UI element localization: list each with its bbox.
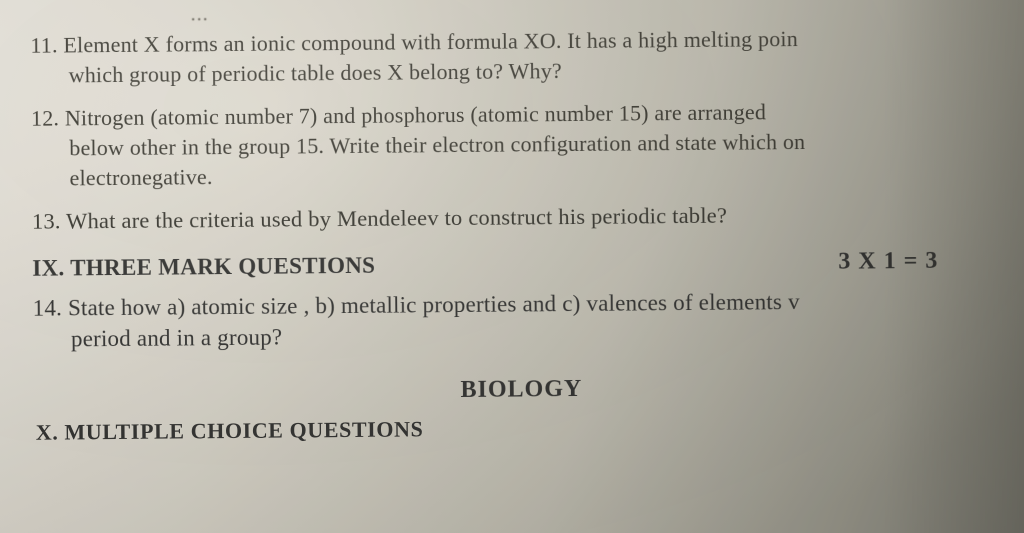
subject-heading: BIOLOGY [33, 372, 1009, 408]
section-marks: 3 X 1 = 3 [838, 248, 938, 276]
question-number: 13. [32, 209, 61, 234]
question-number: 11. [30, 32, 58, 57]
question-text-line2: which group of periodic table does X bel… [31, 52, 1007, 90]
question-11: 11. Element X forms an ionic compound wi… [30, 22, 1006, 90]
question-number: 12. [31, 106, 59, 131]
section-heading-x: X. MULTIPLE CHOICE QUESTIONS [34, 411, 1010, 446]
question-text-line1: What are the criteria used by Mendeleev … [66, 203, 727, 234]
exam-page: … 11. Element X forms an ionic compound … [0, 0, 1024, 446]
section-heading-ix: IX. THREE MARK QUESTIONS 3 X 1 = 3 [32, 247, 1008, 283]
question-text-line1: State how a) atomic size , b) metallic p… [68, 289, 800, 320]
question-14: 14. State how a) atomic size , b) metall… [33, 284, 1010, 355]
question-12: 12. Nitrogen (atomic number 7) and phosp… [31, 96, 1008, 194]
section-title: IX. THREE MARK QUESTIONS [32, 253, 375, 282]
question-text-line1: Nitrogen (atomic number 7) and phosphoru… [65, 100, 766, 131]
question-text-line1: Element X forms an ionic compound with f… [63, 26, 798, 57]
question-text-line2: period and in a group? [33, 315, 1009, 355]
question-number: 14. [33, 295, 63, 320]
question-13: 13. What are the criteria used by Mendel… [32, 199, 1008, 238]
